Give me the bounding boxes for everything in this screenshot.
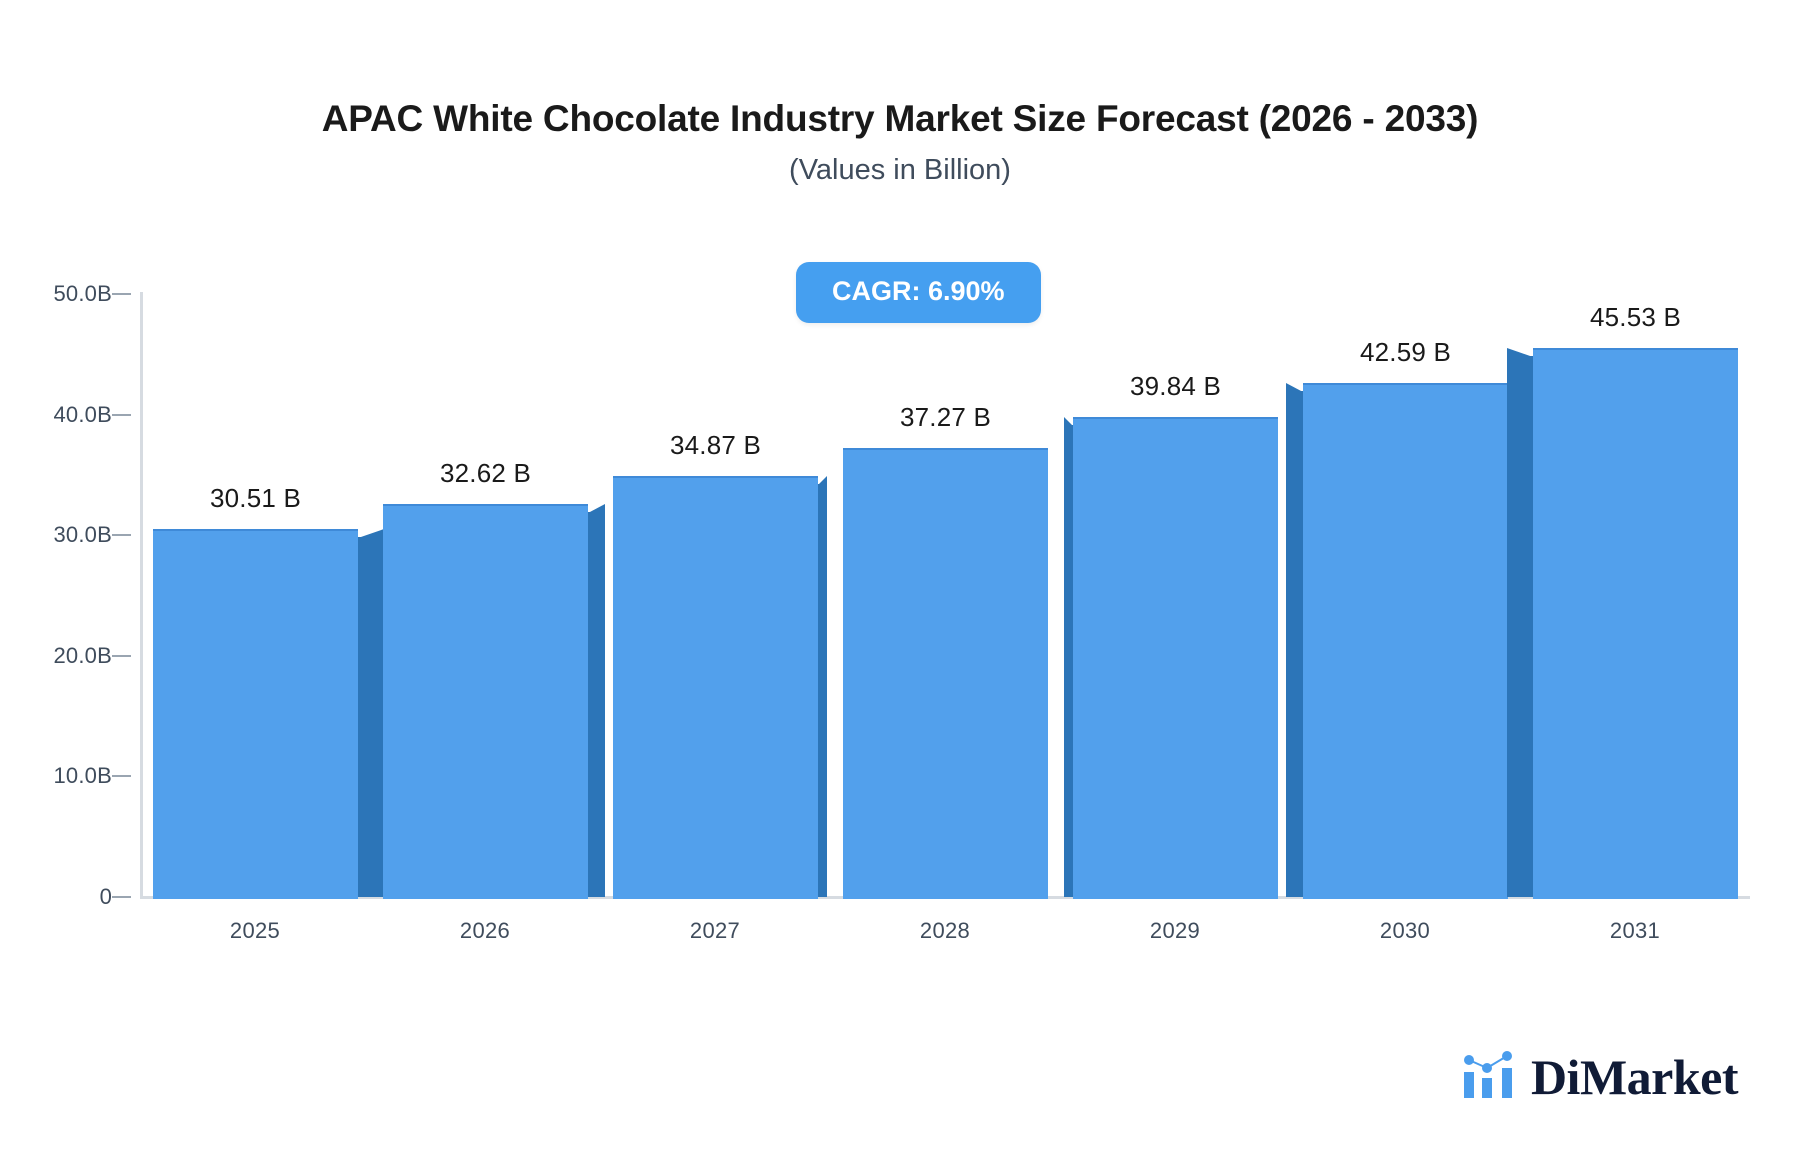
bar-value-label: 45.53 B bbox=[1589, 301, 1682, 332]
chart-subtitle: (Values in Billion) bbox=[789, 154, 1011, 187]
chart-header: APAC White Chocolate Industry Market Siz… bbox=[0, 0, 1800, 187]
y-axis-tick-label: 50.0B bbox=[53, 281, 112, 306]
bar-front-face[interactable] bbox=[1303, 383, 1508, 899]
bar-2028[interactable]: 37.27 B bbox=[0, 0, 1800, 1000]
bar-2027[interactable]: 34.87 B bbox=[0, 0, 1800, 1000]
bar-value-label: 37.27 B bbox=[899, 401, 992, 432]
bar-side-face bbox=[1064, 424, 1073, 897]
y-axis-tick-mark bbox=[112, 293, 131, 295]
bar-2029[interactable]: 39.84 B bbox=[0, 0, 1800, 1000]
bar-value-label: 32.62 B bbox=[439, 457, 532, 488]
bar-side-top-bevel bbox=[1286, 383, 1303, 393]
bar-front-face[interactable] bbox=[153, 529, 358, 899]
x-axis-tick-label: 2027 bbox=[689, 918, 741, 943]
bar-side-top-bevel bbox=[1507, 347, 1533, 357]
y-axis-tick-mark bbox=[112, 775, 131, 778]
bar-side-face bbox=[818, 484, 827, 897]
x-axis-tick-label: 2029 bbox=[1149, 918, 1201, 943]
page-title: APAC White Chocolate Industry Market Siz… bbox=[321, 98, 1479, 139]
x-axis-tick-label: 2028 bbox=[919, 918, 971, 943]
bar-side-face bbox=[358, 537, 384, 897]
bar-front-face[interactable] bbox=[843, 447, 1048, 899]
bar-value-label: 39.84 B bbox=[1129, 370, 1222, 401]
y-axis-tick-label: 0 bbox=[99, 884, 112, 909]
brand-logo-text: DiMarket bbox=[1530, 1048, 1739, 1105]
bar-side-top-bevel bbox=[1064, 416, 1073, 426]
bar-side-face bbox=[1286, 391, 1303, 897]
y-axis-tick-mark bbox=[112, 534, 131, 537]
y-axis-tick-label: 30.0B bbox=[53, 522, 112, 548]
bar-front-face[interactable] bbox=[613, 476, 818, 899]
y-axis-tick-label: 10.0B bbox=[53, 763, 112, 789]
y-axis-tick-mark bbox=[112, 896, 131, 898]
bar-value-label: 42.59 B bbox=[1359, 337, 1452, 368]
y-axis-tick-label: 20.0B bbox=[53, 642, 112, 668]
y-axis-tick-mark bbox=[112, 654, 131, 657]
x-axis-tick-label: 2026 bbox=[459, 918, 511, 943]
bar-front-face[interactable] bbox=[1073, 416, 1278, 899]
bar-front-face[interactable] bbox=[383, 503, 588, 899]
bar-value-label: 30.51 B bbox=[209, 483, 302, 514]
bar-chart-logo-icon bbox=[1461, 1048, 1517, 1105]
bar-side-top-bevel bbox=[818, 476, 827, 486]
brand-logo: DiMarket bbox=[1461, 1048, 1739, 1105]
x-axis-tick-label: 2025 bbox=[229, 918, 281, 943]
bar-side-top-bevel bbox=[588, 503, 605, 513]
cagr-badge: CAGR: 6.90% bbox=[796, 262, 1041, 323]
bar-2026[interactable]: 32.62 B bbox=[0, 0, 1800, 1000]
bar-side-face bbox=[588, 511, 605, 897]
bar-front-face[interactable] bbox=[1533, 347, 1738, 899]
y-axis-tick-label: 40.0B bbox=[53, 401, 112, 427]
bar-value-label: 34.87 B bbox=[669, 430, 762, 461]
bar-side-top-bevel bbox=[358, 529, 384, 539]
y-axis-tick-mark bbox=[112, 413, 131, 416]
y-axis-line bbox=[140, 292, 143, 898]
chart-plot-area: 0 10.0B 20.0B 30.0B 40.0B 50.0B 30.51 B 32.62 … bbox=[0, 0, 1800, 1000]
x-axis-tick-label: 2031 bbox=[1609, 918, 1661, 943]
x-axis-tick-label: 2030 bbox=[1379, 918, 1431, 943]
bar-side-face bbox=[1507, 355, 1533, 897]
